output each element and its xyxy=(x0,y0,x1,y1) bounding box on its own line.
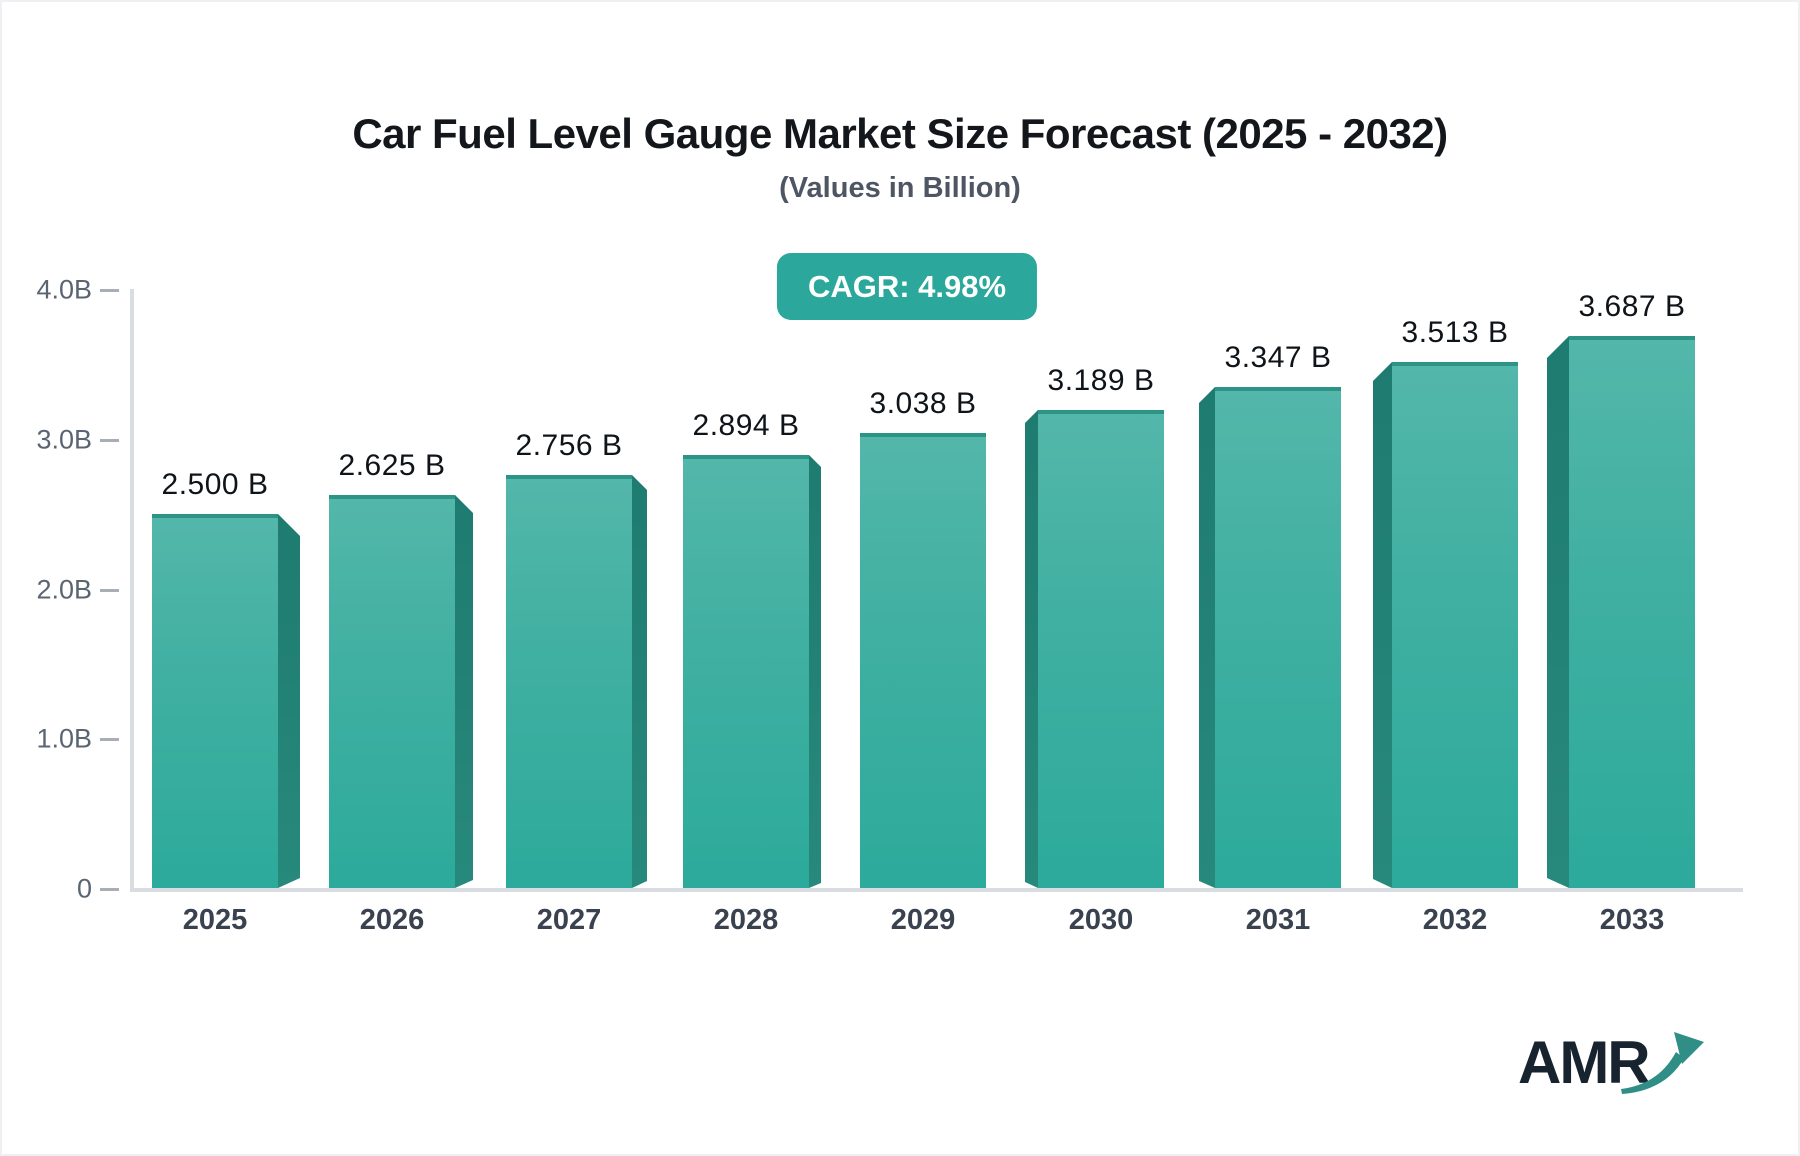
x-tick-label: 2029 xyxy=(890,904,956,936)
x-tick-label: 2032 xyxy=(1422,904,1488,936)
x-tick-label: 2033 xyxy=(1599,904,1665,936)
bar-value-label: 3.513 B xyxy=(1401,316,1509,349)
growth-arrow-icon xyxy=(1621,1032,1704,1094)
y-tick-mark xyxy=(100,588,119,592)
bar-2031 xyxy=(1215,387,1341,888)
bar-side-face-2031 xyxy=(1199,387,1215,888)
bar-value-label: 2.625 B xyxy=(338,449,446,482)
x-tick-label: 2031 xyxy=(1245,904,1311,936)
bar-value-label: 3.687 B xyxy=(1578,290,1686,323)
bar-side-face-2033 xyxy=(1547,336,1569,888)
bar-2028 xyxy=(683,455,809,888)
bar-value-label: 3.189 B xyxy=(1047,364,1155,397)
y-tick-mark xyxy=(100,438,119,442)
bar-side-face-2032 xyxy=(1373,362,1392,888)
y-tick-label: 1.0B xyxy=(36,723,92,754)
bar-2026 xyxy=(329,495,455,888)
x-tick-label: 2027 xyxy=(536,904,602,936)
chart-title: Car Fuel Level Gauge Market Size Forecas… xyxy=(352,110,1448,157)
amr-logo: AMR xyxy=(1518,1026,1704,1104)
x-tick-label: 2026 xyxy=(359,904,425,936)
bar-side-face-2027 xyxy=(632,475,647,888)
y-tick-mark xyxy=(100,738,119,742)
y-tick-label: 0 xyxy=(76,873,92,904)
x-axis-baseline xyxy=(130,888,1743,892)
bar-value-label: 2.756 B xyxy=(515,429,623,462)
bar-2030 xyxy=(1038,410,1164,888)
bar-side-face-2028 xyxy=(809,455,821,888)
bar-side-face-2026 xyxy=(455,495,473,888)
bar-value-label: 3.347 B xyxy=(1224,341,1332,374)
bar-value-label: 2.500 B xyxy=(161,468,269,501)
bar-2032 xyxy=(1392,362,1518,888)
y-tick-label: 3.0B xyxy=(36,424,92,455)
y-tick-mark xyxy=(100,289,119,292)
bar-value-label: 2.894 B xyxy=(692,409,800,442)
bar-side-face-2025 xyxy=(278,514,300,888)
y-tick-label: 2.0B xyxy=(36,574,92,604)
y-tick-label: 4.0B xyxy=(36,274,92,305)
cagr-badge: CAGR: 4.98% xyxy=(776,253,1038,320)
y-axis-line xyxy=(130,289,134,892)
bar-value-label: 3.038 B xyxy=(869,387,977,420)
x-tick-label: 2025 xyxy=(182,904,248,936)
amr-logo-text: AMR xyxy=(1518,1029,1651,1096)
bar-2027 xyxy=(506,475,632,888)
bar-2025 xyxy=(152,514,278,888)
x-tick-label: 2028 xyxy=(713,904,779,936)
bar-side-face-2030 xyxy=(1025,410,1038,888)
chart-subtitle: (Values in Billion) xyxy=(779,172,1021,204)
bar-2029 xyxy=(860,433,986,888)
bar-2033 xyxy=(1569,336,1695,888)
y-tick-mark xyxy=(100,888,119,891)
x-tick-label: 2030 xyxy=(1068,904,1134,936)
